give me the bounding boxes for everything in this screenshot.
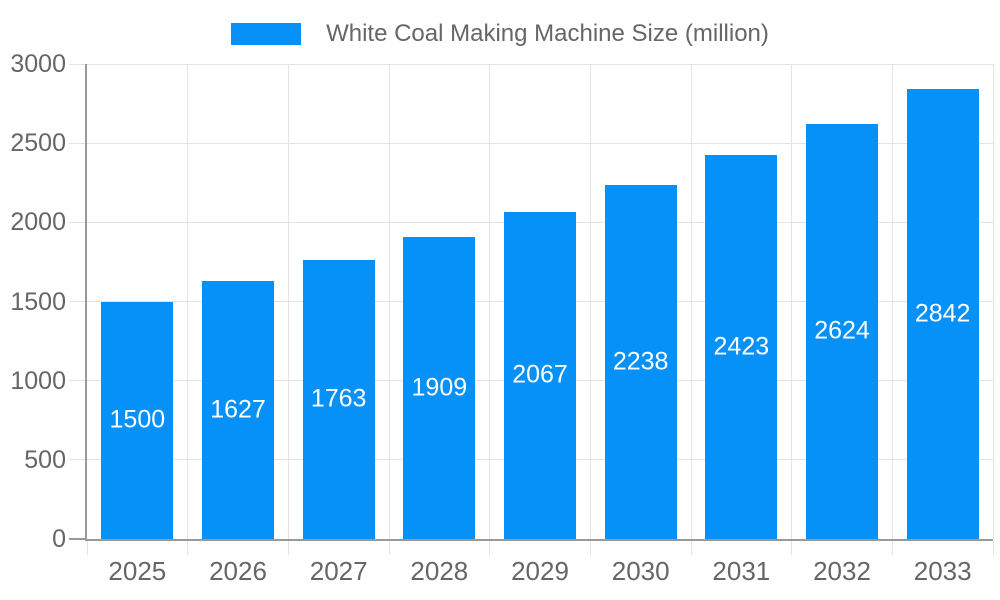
x-tick-label: 2027 xyxy=(309,556,368,586)
y-tick-mark xyxy=(69,380,85,382)
gridline-x xyxy=(791,64,793,539)
y-tick-label: 2000 xyxy=(10,208,66,237)
bar[interactable] xyxy=(906,89,979,539)
x-tick-mark xyxy=(791,541,793,555)
legend-swatch xyxy=(231,23,302,45)
x-tick-label: 2026 xyxy=(209,556,267,586)
x-tick-mark xyxy=(891,541,893,555)
bar[interactable] xyxy=(604,184,677,539)
plot-area: 1500 1627 1763 1909 2067 2238 2423 2624 2842 xyxy=(85,63,994,541)
legend-label: White Coal Making Machine Size (million) xyxy=(326,20,769,47)
x-tick-mark xyxy=(489,541,491,555)
gridline-x xyxy=(489,64,491,539)
bar[interactable] xyxy=(806,123,878,539)
x-tick-label: 2028 xyxy=(410,556,469,586)
y-tick-label: 2500 xyxy=(10,129,66,158)
gridline-x xyxy=(891,64,893,539)
y-tick-label: 1500 xyxy=(10,287,66,316)
x-tick-mark xyxy=(589,541,591,555)
x-tick-mark xyxy=(287,541,289,555)
y-tick-label: 3000 xyxy=(10,50,66,78)
plot-inner: 1500 1627 1763 1909 2067 2238 2423 2624 2842 xyxy=(87,63,994,539)
x-tick-mark xyxy=(690,541,692,555)
x-tick-mark xyxy=(187,541,189,555)
x-tick-mark xyxy=(86,541,88,555)
bar[interactable] xyxy=(403,236,476,539)
legend[interactable]: White Coal Making Machine Size (million) xyxy=(0,22,1000,46)
y-tick-label: 1000 xyxy=(10,366,66,395)
x-tick-label: 2031 xyxy=(712,556,771,586)
gridline-y xyxy=(87,63,993,65)
bar[interactable] xyxy=(504,211,576,539)
bar[interactable] xyxy=(705,155,778,539)
bar[interactable] xyxy=(101,301,174,539)
x-tick-label: 2025 xyxy=(108,556,167,586)
gridline-x xyxy=(690,64,692,539)
x-tick-label: 2033 xyxy=(913,556,972,586)
x-tick-label: 2029 xyxy=(511,556,569,586)
y-tick-mark xyxy=(69,538,85,540)
bar[interactable] xyxy=(302,259,375,539)
gridline-y xyxy=(87,142,993,144)
y-tick-mark xyxy=(69,301,85,302)
gridline-x xyxy=(187,64,189,539)
x-tick-label: 2032 xyxy=(813,556,871,586)
y-tick-label: 0 xyxy=(52,525,66,553)
x-tick-mark xyxy=(992,541,994,555)
gridline-x xyxy=(287,64,289,539)
y-tick-mark xyxy=(69,221,85,223)
x-tick-label: 2030 xyxy=(611,556,670,586)
y-tick-label: 500 xyxy=(24,445,66,474)
y-tick-mark xyxy=(69,142,85,144)
y-tick-mark xyxy=(69,63,85,65)
x-tick-mark xyxy=(388,541,390,555)
gridline-x xyxy=(589,64,591,539)
y-tick-mark xyxy=(69,459,85,461)
gridline-x xyxy=(388,64,390,539)
gridline-x xyxy=(992,64,994,539)
bar[interactable] xyxy=(202,281,274,539)
